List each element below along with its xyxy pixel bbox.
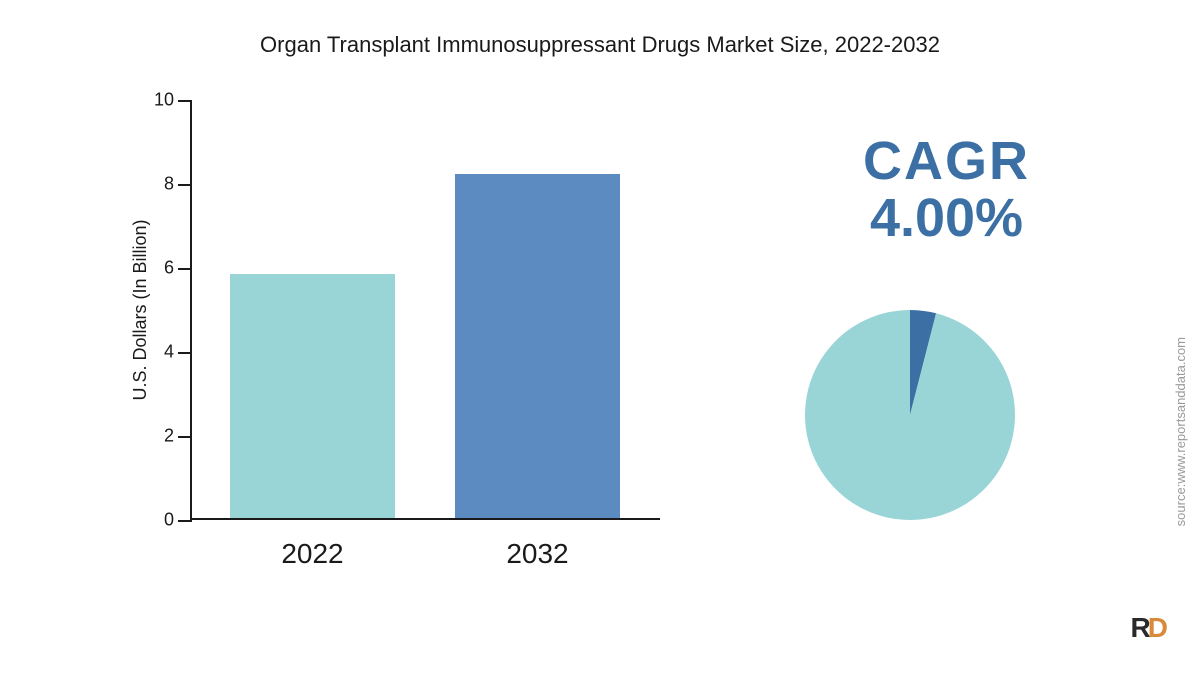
y-axis-label: U.S. Dollars (In Billion) <box>130 219 151 400</box>
y-tick-label: 10 <box>150 90 174 111</box>
y-tick <box>178 520 192 522</box>
pie-slice-1 <box>805 310 1015 520</box>
cagr-block: CAGR 4.00% <box>863 130 1030 249</box>
x-label-2022: 2022 <box>230 538 395 570</box>
bar-chart: U.S. Dollars (In Billion) 0246810 202220… <box>140 100 660 520</box>
y-tick <box>178 184 192 186</box>
chart-title: Organ Transplant Immunosuppressant Drugs… <box>0 32 1200 58</box>
y-tick <box>178 100 192 102</box>
source-attribution: source:www.reportsanddata.com <box>1173 337 1188 526</box>
bar-2032 <box>455 174 620 518</box>
pie-chart <box>805 310 1015 520</box>
logo-d: D <box>1148 612 1165 643</box>
logo: RD <box>1131 612 1165 644</box>
logo-r: R <box>1131 612 1148 643</box>
cagr-label: CAGR <box>863 130 1030 192</box>
y-tick-label: 8 <box>150 174 174 195</box>
bar-2022 <box>230 274 395 518</box>
y-tick-label: 6 <box>150 258 174 279</box>
chart-container: Organ Transplant Immunosuppressant Drugs… <box>0 0 1200 674</box>
pie-svg <box>805 310 1015 520</box>
y-tick-label: 2 <box>150 426 174 447</box>
y-tick-label: 0 <box>150 510 174 531</box>
y-tick-label: 4 <box>150 342 174 363</box>
y-axis-line <box>190 100 192 520</box>
y-tick <box>178 352 192 354</box>
cagr-value: 4.00% <box>863 187 1030 249</box>
x-label-2032: 2032 <box>455 538 620 570</box>
y-tick <box>178 268 192 270</box>
y-tick <box>178 436 192 438</box>
x-axis-line <box>190 518 660 520</box>
